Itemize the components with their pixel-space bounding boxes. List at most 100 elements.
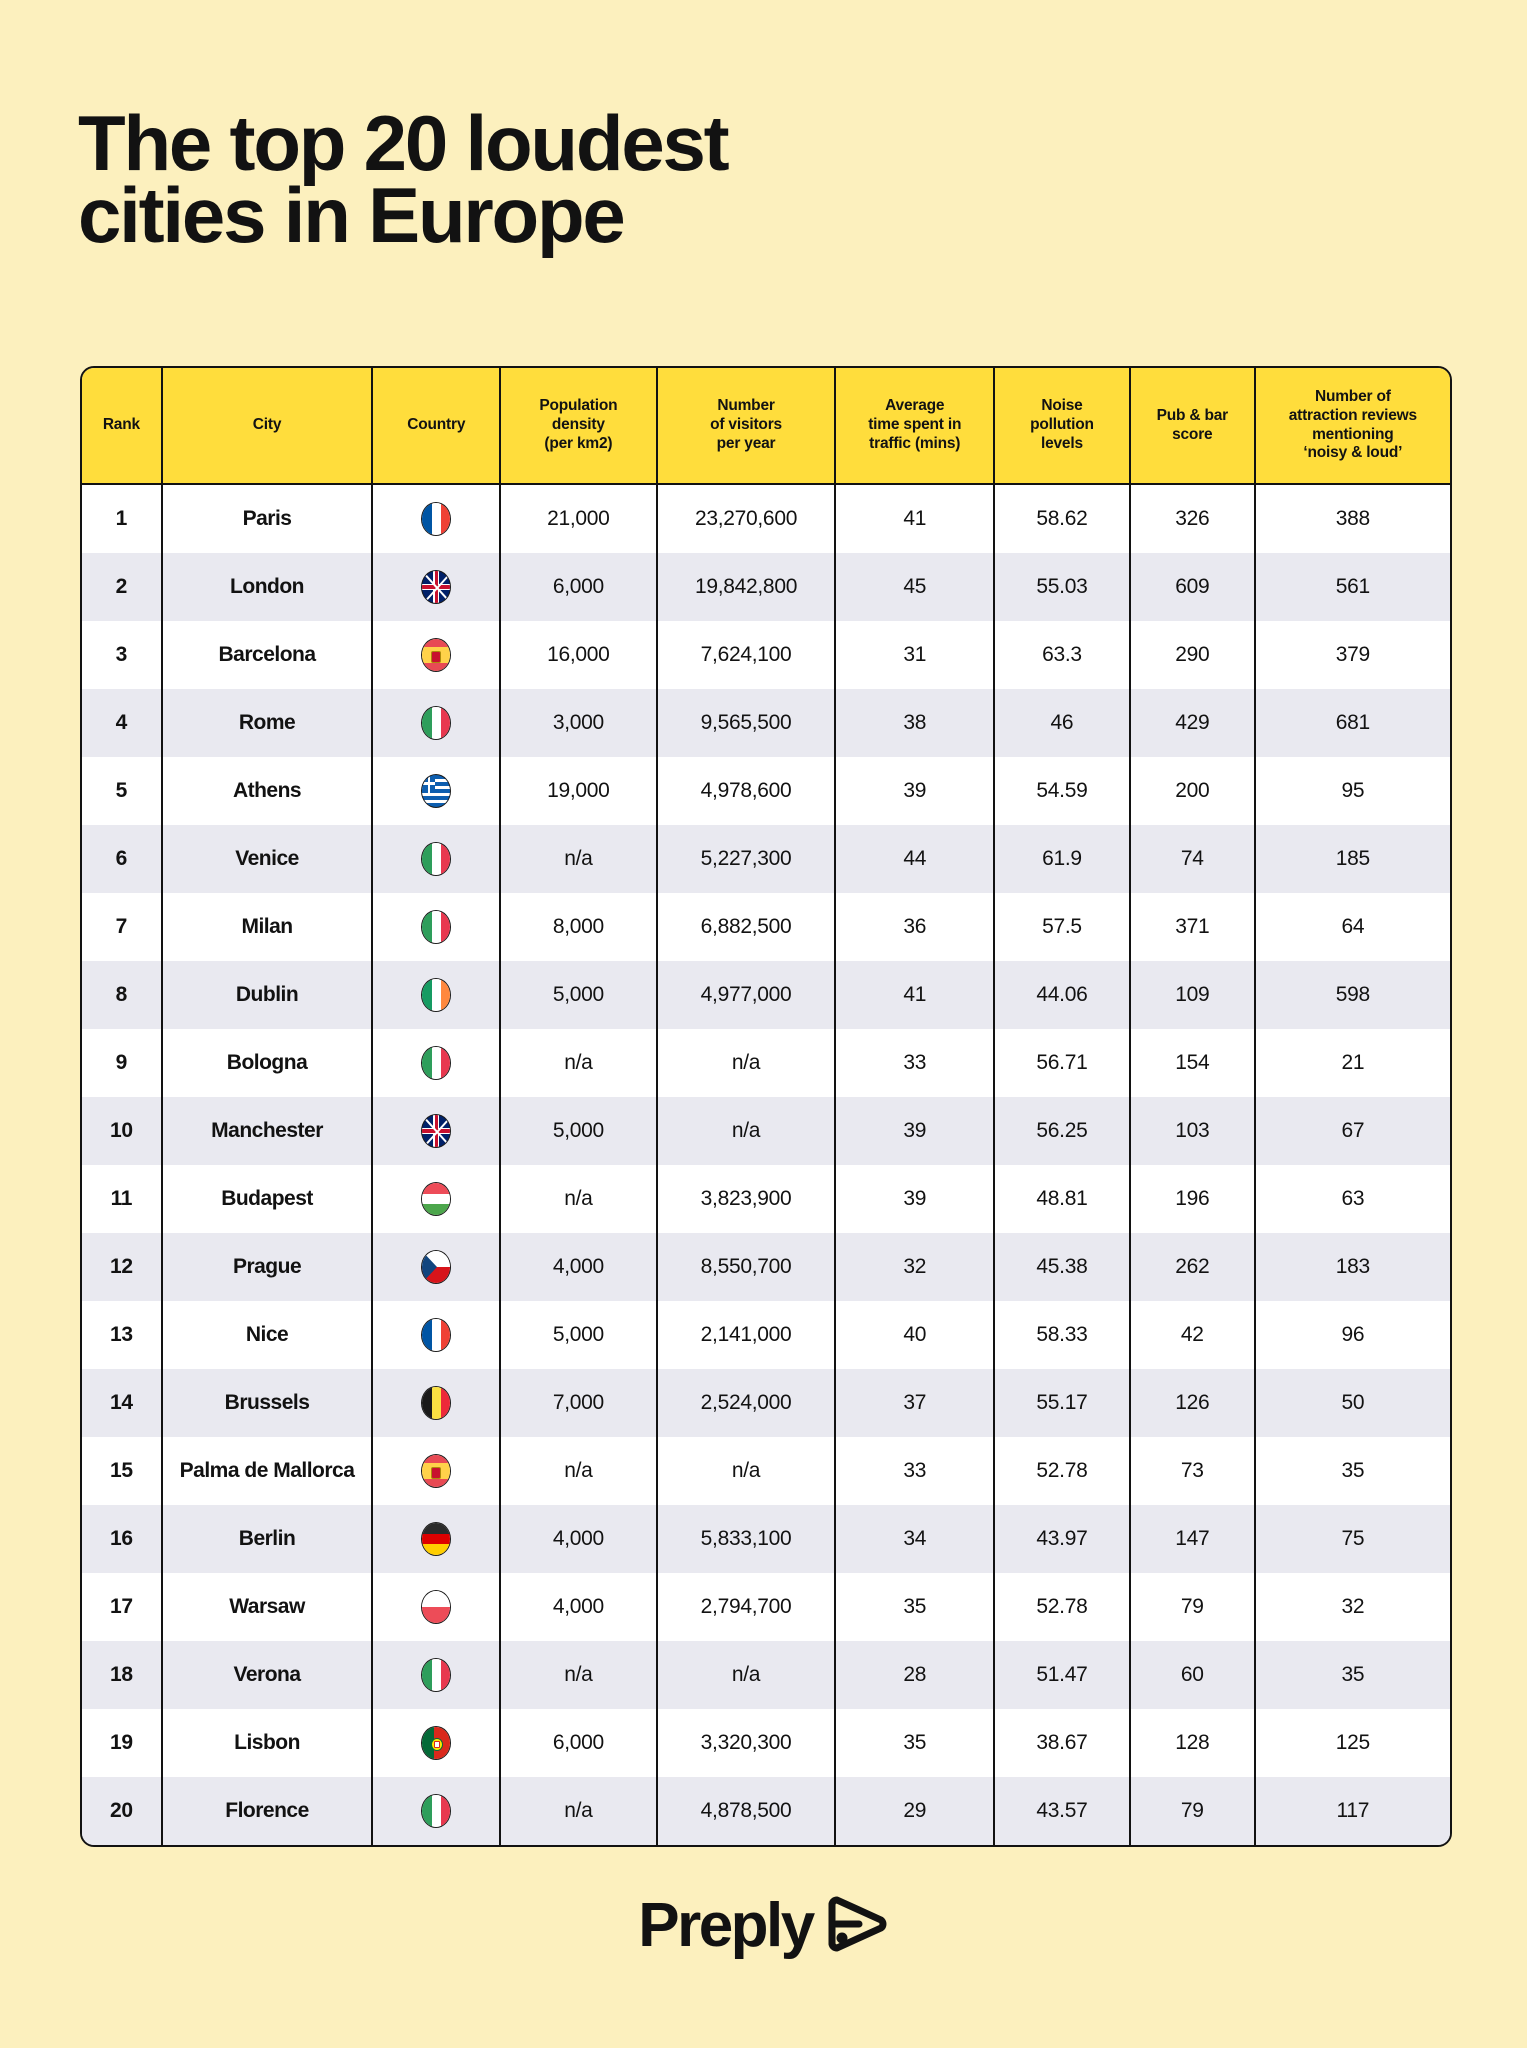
cell-population-density: 7,000 xyxy=(500,1369,658,1437)
cell-pub-bar-score: 42 xyxy=(1129,1301,1256,1369)
cell-noise-level: 43.57 xyxy=(993,1777,1131,1845)
cell-country xyxy=(372,689,502,757)
cell-attraction-reviews: 183 xyxy=(1254,1233,1450,1301)
cell-country xyxy=(372,1573,502,1641)
cell-pub-bar-score: 126 xyxy=(1129,1369,1256,1437)
cell-attraction-reviews: 185 xyxy=(1254,825,1450,893)
cell-pub-bar-score: 154 xyxy=(1129,1029,1256,1097)
cell-attraction-reviews: 95 xyxy=(1254,757,1450,825)
cell-city: Rome xyxy=(161,689,374,757)
page-title: The top 20 loudest cities in Europe xyxy=(78,99,730,259)
cell-traffic-time: 33 xyxy=(835,1029,995,1097)
cell-traffic-time: 37 xyxy=(835,1369,995,1437)
cell-rank: 2 xyxy=(82,553,163,621)
cell-noise-level: 55.17 xyxy=(993,1369,1131,1437)
cell-rank: 9 xyxy=(82,1029,163,1097)
cell-traffic-time: 33 xyxy=(835,1437,995,1505)
cell-visitors-per-year: n/a xyxy=(656,1029,837,1097)
cell-visitors-per-year: 4,978,600 xyxy=(656,757,837,825)
cell-population-density: 8,000 xyxy=(500,893,658,961)
table-row: 13 Nice 5,000 2,141,000 40 58.33 42 96 xyxy=(82,1301,1450,1369)
column-header-density: Population density (per km2) xyxy=(500,368,658,485)
cell-attraction-reviews: 63 xyxy=(1254,1165,1450,1233)
cell-city: Budapest xyxy=(161,1165,374,1233)
cell-city: Milan xyxy=(161,893,374,961)
cell-traffic-time: 32 xyxy=(835,1233,995,1301)
cell-noise-level: 43.97 xyxy=(993,1505,1131,1573)
cell-city: Lisbon xyxy=(161,1709,374,1777)
cell-pub-bar-score: 262 xyxy=(1129,1233,1256,1301)
cell-pub-bar-score: 196 xyxy=(1129,1165,1256,1233)
cell-visitors-per-year: 3,320,300 xyxy=(656,1709,837,1777)
flag-italy-icon xyxy=(421,1046,452,1080)
flag-germany-icon xyxy=(421,1522,452,1556)
cell-noise-level: 46 xyxy=(993,689,1131,757)
cell-attraction-reviews: 32 xyxy=(1254,1573,1450,1641)
cell-population-density: 5,000 xyxy=(500,961,658,1029)
cell-country xyxy=(372,1029,502,1097)
table-row: 17 Warsaw 4,000 2,794,700 35 52.78 79 32 xyxy=(82,1573,1450,1641)
table-row: 10 Manchester 5,000 n/a 39 56.25 103 67 xyxy=(82,1097,1450,1165)
cell-city: London xyxy=(161,553,374,621)
table-header-row: Rank City Country Population density (pe… xyxy=(82,368,1450,485)
cell-city: Florence xyxy=(161,1777,374,1845)
cell-population-density: 6,000 xyxy=(500,1709,658,1777)
table-row: 14 Brussels 7,000 2,524,000 37 55.17 126 50 xyxy=(82,1369,1450,1437)
cell-rank: 3 xyxy=(82,621,163,689)
cell-traffic-time: 39 xyxy=(835,757,995,825)
cell-noise-level: 63.3 xyxy=(993,621,1131,689)
preply-logo[interactable]: Preply xyxy=(0,1890,1527,1961)
cell-traffic-time: 41 xyxy=(835,484,995,553)
cell-rank: 14 xyxy=(82,1369,163,1437)
cell-rank: 20 xyxy=(82,1777,163,1845)
cell-rank: 4 xyxy=(82,689,163,757)
cell-population-density: 4,000 xyxy=(500,1233,658,1301)
cell-attraction-reviews: 67 xyxy=(1254,1097,1450,1165)
cell-traffic-time: 39 xyxy=(835,1097,995,1165)
cell-rank: 8 xyxy=(82,961,163,1029)
cell-rank: 19 xyxy=(82,1709,163,1777)
cell-country xyxy=(372,1777,502,1845)
flag-belgium-icon xyxy=(421,1386,452,1420)
cell-rank: 12 xyxy=(82,1233,163,1301)
cell-population-density: 3,000 xyxy=(500,689,658,757)
cell-population-density: 21,000 xyxy=(500,484,658,553)
table-row: 18 Verona n/a n/a 28 51.47 60 35 xyxy=(82,1641,1450,1709)
cell-visitors-per-year: n/a xyxy=(656,1641,837,1709)
cell-rank: 5 xyxy=(82,757,163,825)
cell-visitors-per-year: 7,624,100 xyxy=(656,621,837,689)
cell-pub-bar-score: 79 xyxy=(1129,1573,1256,1641)
cell-city: Berlin xyxy=(161,1505,374,1573)
cell-visitors-per-year: 23,270,600 xyxy=(656,484,837,553)
column-header-visitors: Number of visitors per year xyxy=(656,368,837,485)
cell-city: Paris xyxy=(161,484,374,553)
cell-population-density: n/a xyxy=(500,1437,658,1505)
cell-attraction-reviews: 96 xyxy=(1254,1301,1450,1369)
cell-pub-bar-score: 103 xyxy=(1129,1097,1256,1165)
cell-attraction-reviews: 125 xyxy=(1254,1709,1450,1777)
flag-czechia-icon xyxy=(421,1250,452,1284)
flag-italy-icon xyxy=(421,706,452,740)
cell-city: Nice xyxy=(161,1301,374,1369)
flag-italy-icon xyxy=(421,910,452,944)
cell-country xyxy=(372,961,502,1029)
cell-attraction-reviews: 35 xyxy=(1254,1641,1450,1709)
table-row: 3 Barcelona 16,000 7,624,100 31 63.3 290 379 xyxy=(82,621,1450,689)
cell-attraction-reviews: 117 xyxy=(1254,1777,1450,1845)
cell-attraction-reviews: 379 xyxy=(1254,621,1450,689)
cell-country xyxy=(372,1233,502,1301)
table-row: 7 Milan 8,000 6,882,500 36 57.5 371 64 xyxy=(82,893,1450,961)
cell-traffic-time: 44 xyxy=(835,825,995,893)
table-row: 11 Budapest n/a 3,823,900 39 48.81 196 63 xyxy=(82,1165,1450,1233)
column-header-pub: Pub & bar score xyxy=(1129,368,1256,485)
cell-visitors-per-year: 9,565,500 xyxy=(656,689,837,757)
cell-city: Barcelona xyxy=(161,621,374,689)
cell-noise-level: 44.06 xyxy=(993,961,1131,1029)
cell-traffic-time: 36 xyxy=(835,893,995,961)
cell-population-density: n/a xyxy=(500,1029,658,1097)
table-row: 1 Paris 21,000 23,270,600 41 58.62 326 388 xyxy=(82,484,1450,553)
flag-italy-icon xyxy=(421,1794,452,1828)
cell-rank: 16 xyxy=(82,1505,163,1573)
cell-population-density: n/a xyxy=(500,1641,658,1709)
cell-country xyxy=(372,1097,502,1165)
